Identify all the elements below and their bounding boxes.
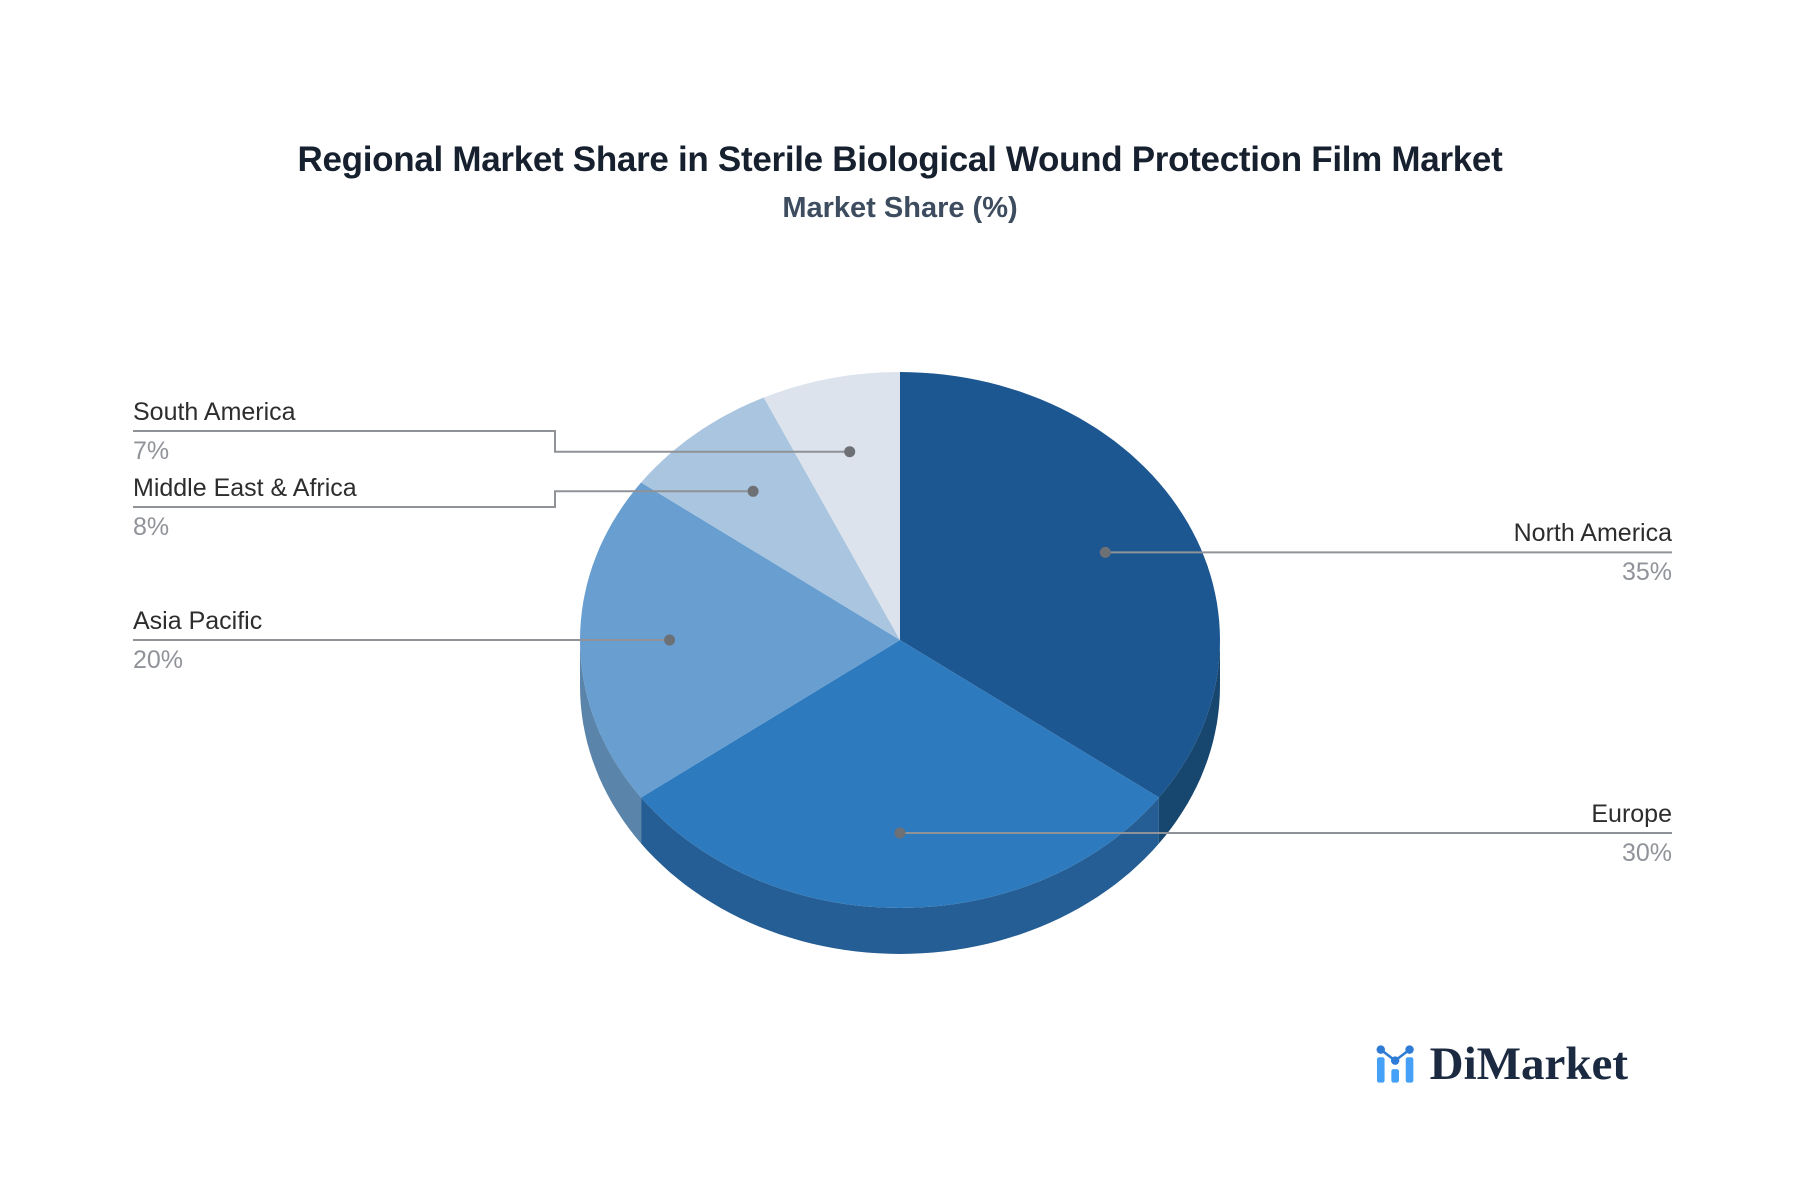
pie-slice-south-america[interactable] [763,372,900,640]
pie-slice-side-europe [641,797,1159,954]
slice-percent: 20% [133,646,184,674]
bar-line-chart-icon [1376,1045,1414,1083]
leader-dot-south-america [844,446,856,458]
slice-label-middle-east-africa: Middle East & Africa 8% [133,476,357,540]
slice-name: South America [133,398,296,426]
slice-label-north-america: North America 35% [1514,521,1672,585]
pie-slice-north-america[interactable] [900,372,1220,798]
slice-name: Asia Pacific [133,607,263,635]
slice-percent: 8% [133,513,170,541]
leader-dot-middle-east-africa [747,485,759,497]
slice-percent: 7% [133,437,170,465]
pie-slice-asia-pacific[interactable] [580,482,900,798]
dimarket-logo: DiMarket [1374,1040,1628,1088]
slice-name: Europe [1591,799,1672,828]
slice-label-asia-pacific: Asia Pacific 20% [133,609,262,673]
pie-slice-europe[interactable] [641,640,1159,908]
slice-name: Middle East & Africa [133,474,357,502]
leader-dot-asia-pacific [664,634,676,646]
leader-dot-europe [894,827,906,839]
logo-text: DiMarket [1429,1038,1628,1090]
chart-subtitle: Market Share (%) [782,192,1018,224]
slice-label-europe: Europe 30% [1591,799,1672,867]
slice-label-south-america: South America 7% [133,400,296,464]
pie-slice-side-asia-pacific [580,640,642,844]
pie-slice-side-north-america [1158,640,1220,844]
slice-percent: 35% [1621,558,1672,587]
leader-dot-north-america [1099,546,1111,558]
slice-percent: 30% [1621,838,1672,867]
leader-line-south-america [133,430,850,453]
chart-title: Regional Market Share in Sterile Biologi… [297,140,1503,179]
slice-name: North America [1513,519,1672,548]
leader-line-middle-east-africa [133,490,754,508]
pie-slice-middle-east-africa[interactable] [641,397,900,641]
